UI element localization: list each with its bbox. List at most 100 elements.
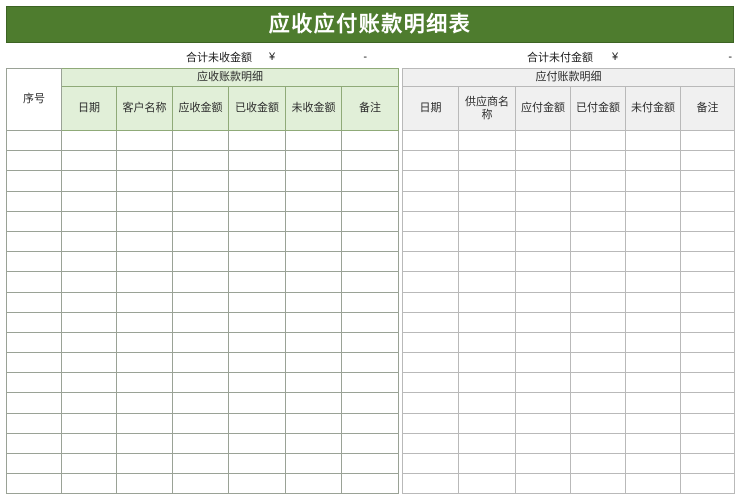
table-cell[interactable] xyxy=(116,230,173,253)
table-cell[interactable] xyxy=(172,372,229,394)
table-cell[interactable] xyxy=(402,291,459,313)
table-row[interactable] xyxy=(402,190,735,212)
table-cell[interactable] xyxy=(341,230,399,253)
table-cell[interactable] xyxy=(61,291,117,313)
table-cell[interactable] xyxy=(172,150,229,172)
table-cell[interactable] xyxy=(680,331,735,354)
table-cell[interactable] xyxy=(228,412,286,434)
table-cell[interactable] xyxy=(228,372,286,394)
table-cell[interactable] xyxy=(61,452,117,475)
table-cell[interactable] xyxy=(116,210,173,232)
table-cell[interactable] xyxy=(61,372,117,394)
table-cell[interactable] xyxy=(402,432,459,455)
table-cell[interactable] xyxy=(116,352,173,374)
table-cell[interactable] xyxy=(402,230,459,253)
table-cell[interactable] xyxy=(61,170,117,192)
table-cell[interactable] xyxy=(680,129,735,152)
table-cell[interactable] xyxy=(570,271,626,293)
table-cell[interactable] xyxy=(680,412,735,434)
table-cell[interactable] xyxy=(680,372,735,394)
table-cell[interactable] xyxy=(680,432,735,455)
table-cell[interactable] xyxy=(625,170,681,192)
table-cell[interactable] xyxy=(680,452,735,475)
table-cell[interactable] xyxy=(570,412,626,434)
table-cell[interactable] xyxy=(172,291,229,313)
table-cell[interactable] xyxy=(625,412,681,434)
table-cell[interactable] xyxy=(116,473,173,495)
table-row[interactable] xyxy=(6,271,399,293)
table-cell[interactable] xyxy=(116,331,173,354)
table-cell[interactable] xyxy=(228,432,286,455)
table-cell[interactable] xyxy=(402,251,459,273)
table-cell[interactable] xyxy=(285,372,342,394)
table-cell[interactable] xyxy=(570,170,626,192)
table-row[interactable] xyxy=(6,291,399,313)
row-index-cell[interactable] xyxy=(6,291,62,313)
table-cell[interactable] xyxy=(515,291,571,313)
table-cell[interactable] xyxy=(570,473,626,495)
table-cell[interactable] xyxy=(285,251,342,273)
table-row[interactable] xyxy=(402,230,735,253)
table-cell[interactable] xyxy=(515,392,571,414)
table-row[interactable] xyxy=(402,311,735,333)
table-cell[interactable] xyxy=(285,473,342,495)
table-cell[interactable] xyxy=(228,129,286,152)
table-cell[interactable] xyxy=(228,230,286,253)
table-cell[interactable] xyxy=(402,190,459,212)
table-cell[interactable] xyxy=(458,412,516,434)
table-cell[interactable] xyxy=(116,129,173,152)
table-cell[interactable] xyxy=(458,251,516,273)
table-cell[interactable] xyxy=(228,170,286,192)
table-cell[interactable] xyxy=(116,311,173,333)
table-cell[interactable] xyxy=(228,473,286,495)
table-cell[interactable] xyxy=(61,311,117,333)
row-index-cell[interactable] xyxy=(6,251,62,273)
table-cell[interactable] xyxy=(172,271,229,293)
table-cell[interactable] xyxy=(515,150,571,172)
table-cell[interactable] xyxy=(285,331,342,354)
table-cell[interactable] xyxy=(285,311,342,333)
table-cell[interactable] xyxy=(625,129,681,152)
table-cell[interactable] xyxy=(515,230,571,253)
table-row[interactable] xyxy=(6,331,399,354)
table-cell[interactable] xyxy=(285,230,342,253)
table-cell[interactable] xyxy=(172,251,229,273)
table-cell[interactable] xyxy=(458,291,516,313)
table-cell[interactable] xyxy=(116,170,173,192)
table-cell[interactable] xyxy=(458,452,516,475)
table-cell[interactable] xyxy=(515,129,571,152)
row-index-cell[interactable] xyxy=(6,352,62,374)
table-cell[interactable] xyxy=(625,473,681,495)
table-cell[interactable] xyxy=(341,331,399,354)
row-index-cell[interactable] xyxy=(6,372,62,394)
table-cell[interactable] xyxy=(570,432,626,455)
table-cell[interactable] xyxy=(515,251,571,273)
table-cell[interactable] xyxy=(285,129,342,152)
table-cell[interactable] xyxy=(515,271,571,293)
row-index-cell[interactable] xyxy=(6,190,62,212)
table-cell[interactable] xyxy=(570,210,626,232)
table-cell[interactable] xyxy=(116,372,173,394)
table-row[interactable] xyxy=(402,129,735,152)
table-cell[interactable] xyxy=(402,412,459,434)
table-cell[interactable] xyxy=(625,372,681,394)
table-cell[interactable] xyxy=(172,129,229,152)
table-cell[interactable] xyxy=(625,190,681,212)
table-cell[interactable] xyxy=(458,150,516,172)
table-cell[interactable] xyxy=(458,473,516,495)
table-cell[interactable] xyxy=(680,170,735,192)
table-cell[interactable] xyxy=(458,210,516,232)
table-cell[interactable] xyxy=(172,210,229,232)
table-cell[interactable] xyxy=(570,190,626,212)
table-cell[interactable] xyxy=(341,291,399,313)
table-cell[interactable] xyxy=(228,291,286,313)
table-cell[interactable] xyxy=(285,291,342,313)
table-cell[interactable] xyxy=(61,392,117,414)
table-cell[interactable] xyxy=(515,372,571,394)
table-cell[interactable] xyxy=(402,372,459,394)
table-row[interactable] xyxy=(6,129,399,152)
row-index-cell[interactable] xyxy=(6,392,62,414)
table-cell[interactable] xyxy=(458,271,516,293)
table-cell[interactable] xyxy=(61,210,117,232)
table-cell[interactable] xyxy=(341,452,399,475)
